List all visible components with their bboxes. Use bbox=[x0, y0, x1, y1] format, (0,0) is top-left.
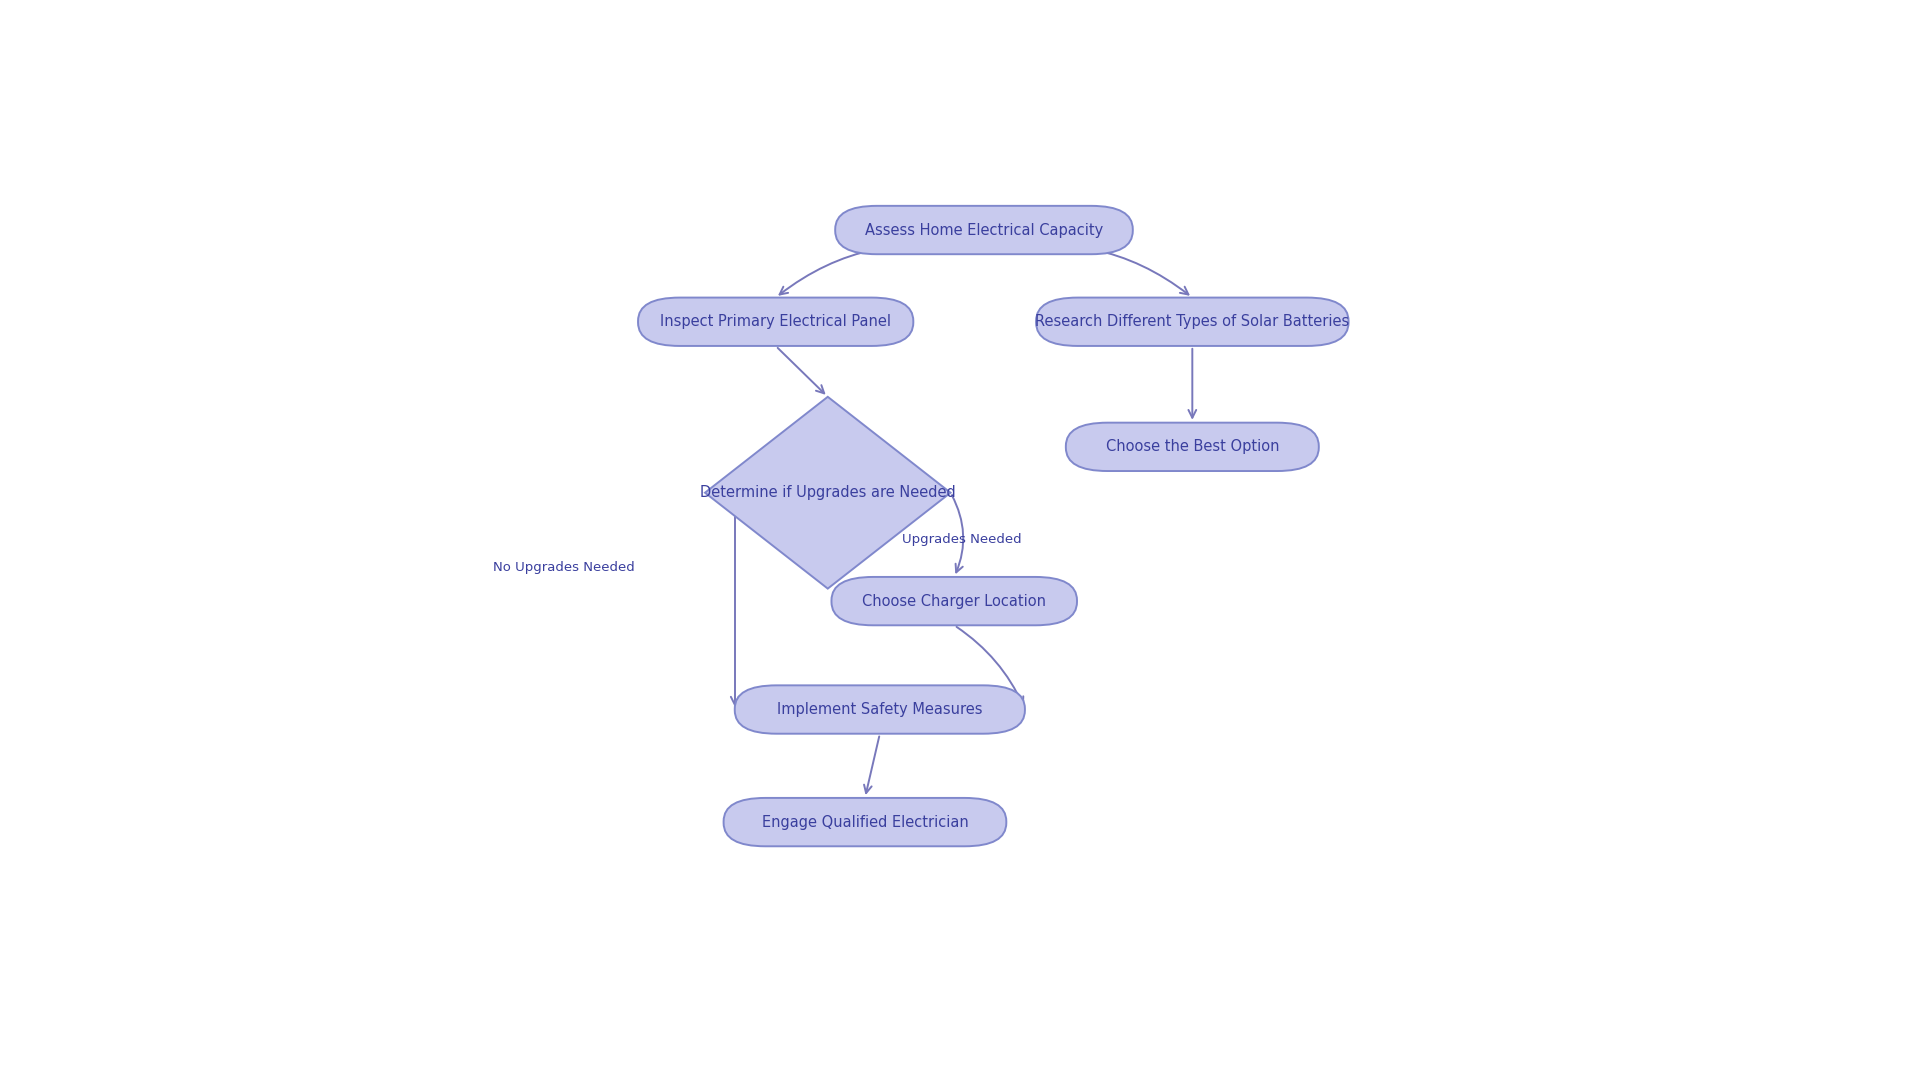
FancyBboxPatch shape bbox=[724, 798, 1006, 846]
FancyBboxPatch shape bbox=[835, 206, 1133, 255]
FancyBboxPatch shape bbox=[831, 577, 1077, 625]
FancyBboxPatch shape bbox=[637, 298, 914, 345]
FancyBboxPatch shape bbox=[1066, 422, 1319, 471]
FancyBboxPatch shape bbox=[735, 686, 1025, 733]
Text: Upgrades Needed: Upgrades Needed bbox=[902, 533, 1021, 546]
Text: Inspect Primary Electrical Panel: Inspect Primary Electrical Panel bbox=[660, 314, 891, 329]
FancyBboxPatch shape bbox=[1037, 298, 1348, 345]
Text: Implement Safety Measures: Implement Safety Measures bbox=[778, 702, 983, 717]
Text: Research Different Types of Solar Batteries: Research Different Types of Solar Batter… bbox=[1035, 314, 1350, 329]
Text: Choose Charger Location: Choose Charger Location bbox=[862, 593, 1046, 609]
Text: Choose the Best Option: Choose the Best Option bbox=[1106, 440, 1279, 455]
Text: Assess Home Electrical Capacity: Assess Home Electrical Capacity bbox=[864, 222, 1104, 237]
Polygon shape bbox=[705, 396, 950, 589]
Text: Engage Qualified Electrician: Engage Qualified Electrician bbox=[762, 814, 968, 830]
Text: No Upgrades Needed: No Upgrades Needed bbox=[493, 561, 634, 574]
Text: Determine if Upgrades are Needed: Determine if Upgrades are Needed bbox=[701, 485, 956, 500]
